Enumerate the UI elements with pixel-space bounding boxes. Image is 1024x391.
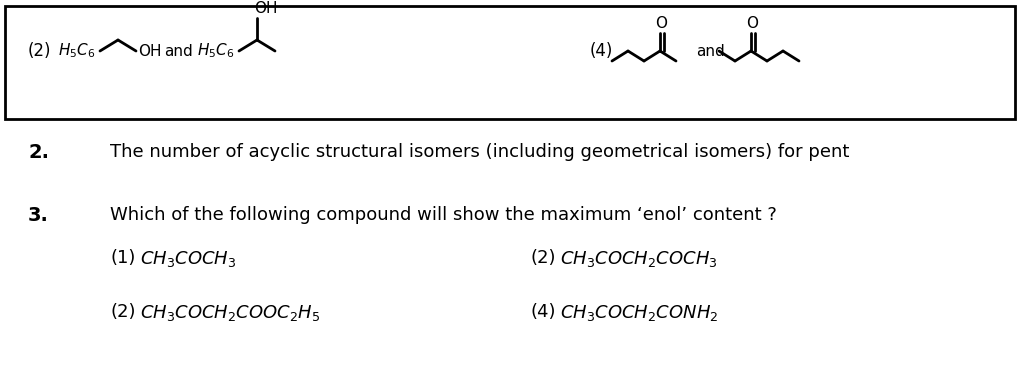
Text: O: O: [746, 16, 758, 31]
Text: The number of acyclic structural isomers (including geometrical isomers) for pen: The number of acyclic structural isomers…: [110, 143, 849, 161]
Text: (4): (4): [530, 303, 555, 321]
Text: $CH_3COCH_2CONH_2$: $CH_3COCH_2CONH_2$: [560, 303, 719, 323]
Text: OH: OH: [138, 43, 162, 59]
Text: $CH_3COCH_3$: $CH_3COCH_3$: [140, 249, 237, 269]
Text: $H_5C_6$: $H_5C_6$: [197, 42, 234, 60]
Text: $H_5C_6$: $H_5C_6$: [58, 42, 95, 60]
Text: (2): (2): [110, 303, 135, 321]
Text: and: and: [164, 43, 193, 59]
FancyBboxPatch shape: [5, 6, 1015, 119]
Text: and: and: [696, 43, 725, 59]
Text: (2): (2): [530, 249, 555, 267]
Text: (4): (4): [590, 42, 613, 60]
Text: O: O: [655, 16, 667, 31]
Text: 3.: 3.: [28, 206, 49, 225]
Text: OH: OH: [254, 1, 278, 16]
Text: $CH_3COCH_2COOC_2H_5$: $CH_3COCH_2COOC_2H_5$: [140, 303, 321, 323]
Text: 2.: 2.: [28, 143, 49, 162]
Text: (1): (1): [110, 249, 135, 267]
Text: $CH_3COCH_2COCH_3$: $CH_3COCH_2COCH_3$: [560, 249, 718, 269]
Text: Which of the following compound will show the maximum ‘enol’ content ?: Which of the following compound will sho…: [110, 206, 777, 224]
Text: (2): (2): [28, 42, 51, 60]
